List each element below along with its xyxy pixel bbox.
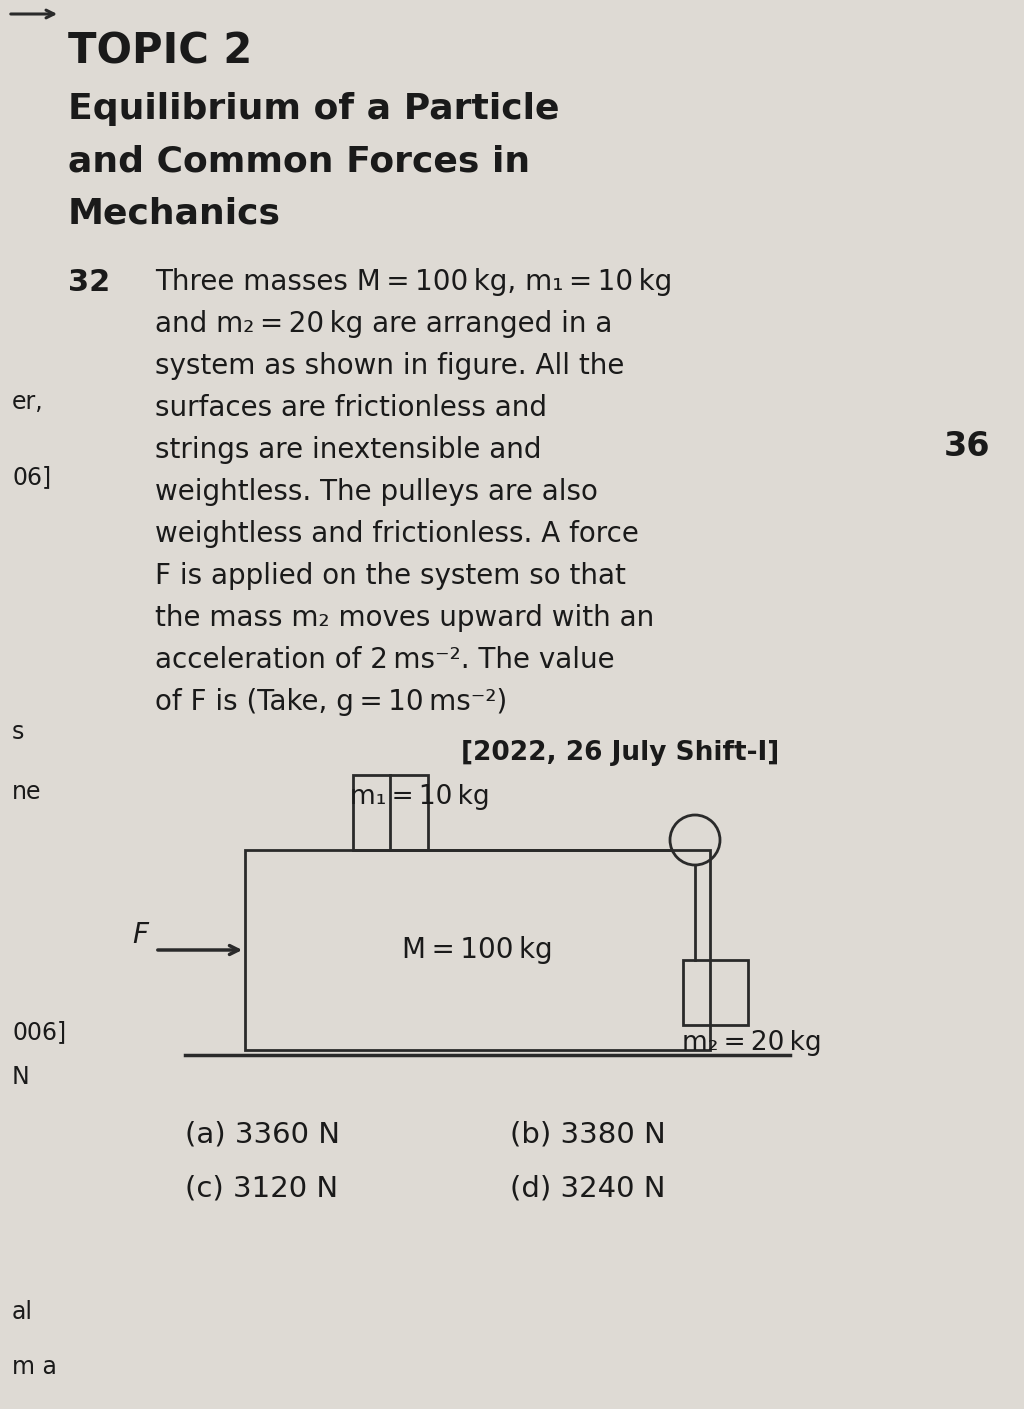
Bar xyxy=(352,775,427,850)
Text: m₂ = 20 kg: m₂ = 20 kg xyxy=(683,1030,822,1055)
Text: F: F xyxy=(132,921,148,950)
Text: m a: m a xyxy=(12,1355,57,1379)
Bar xyxy=(245,850,710,1050)
Text: system as shown in figure. All the: system as shown in figure. All the xyxy=(155,352,625,380)
Text: M = 100 kg: M = 100 kg xyxy=(402,936,553,964)
Text: (b) 3380 N: (b) 3380 N xyxy=(510,1120,666,1148)
Text: surfaces are frictionless and: surfaces are frictionless and xyxy=(155,395,547,423)
Text: 36: 36 xyxy=(943,430,990,464)
Text: weightless and frictionless. A force: weightless and frictionless. A force xyxy=(155,520,639,548)
Text: Mechanics: Mechanics xyxy=(68,196,281,230)
Text: and Common Forces in: and Common Forces in xyxy=(68,144,530,178)
Text: ne: ne xyxy=(12,781,42,805)
Text: [2022, 26 July Shift-I]: [2022, 26 July Shift-I] xyxy=(461,740,779,766)
Text: 32: 32 xyxy=(68,268,111,297)
Text: er,: er, xyxy=(12,390,44,414)
Text: strings are inextensible and: strings are inextensible and xyxy=(155,435,542,464)
Text: 006]: 006] xyxy=(12,1020,67,1044)
Text: N: N xyxy=(12,1065,30,1089)
Text: 06]: 06] xyxy=(12,465,51,489)
Text: Three masses M = 100 kg, m₁ = 10 kg: Three masses M = 100 kg, m₁ = 10 kg xyxy=(155,268,672,296)
Text: (a) 3360 N: (a) 3360 N xyxy=(185,1120,340,1148)
Text: al: al xyxy=(12,1301,33,1324)
Bar xyxy=(683,960,748,1024)
Text: acceleration of 2 ms⁻². The value: acceleration of 2 ms⁻². The value xyxy=(155,645,614,674)
Text: TOPIC 2: TOPIC 2 xyxy=(68,30,252,72)
Text: of F is (Take, g = 10 ms⁻²): of F is (Take, g = 10 ms⁻²) xyxy=(155,688,507,716)
Text: weightless. The pulleys are also: weightless. The pulleys are also xyxy=(155,478,598,506)
Text: (d) 3240 N: (d) 3240 N xyxy=(510,1175,666,1203)
Text: Equilibrium of a Particle: Equilibrium of a Particle xyxy=(68,92,559,125)
Text: m₁ = 10 kg: m₁ = 10 kg xyxy=(350,783,489,810)
Text: F is applied on the system so that: F is applied on the system so that xyxy=(155,562,626,590)
Text: the mass m₂ moves upward with an: the mass m₂ moves upward with an xyxy=(155,604,654,633)
Text: s: s xyxy=(12,720,25,744)
Text: and m₂ = 20 kg are arranged in a: and m₂ = 20 kg are arranged in a xyxy=(155,310,612,338)
Text: (c) 3120 N: (c) 3120 N xyxy=(185,1175,338,1203)
